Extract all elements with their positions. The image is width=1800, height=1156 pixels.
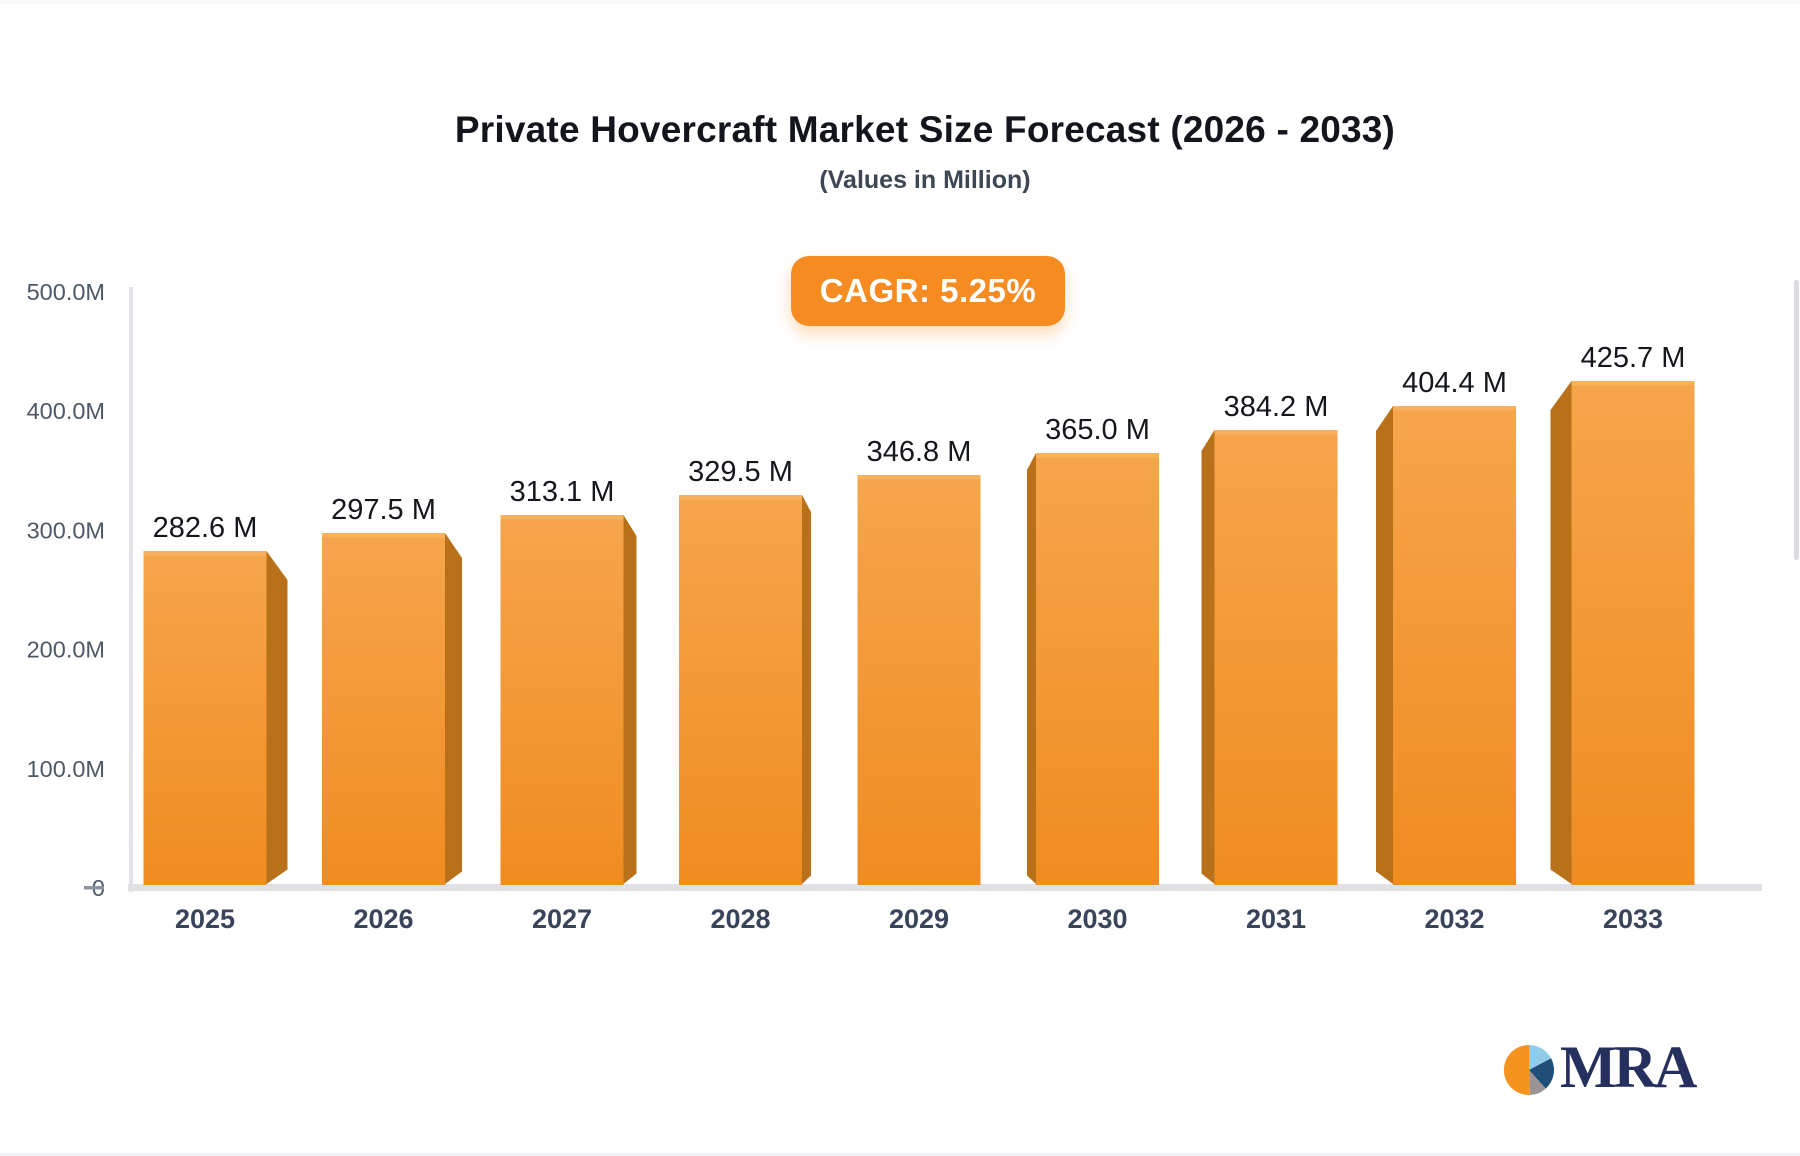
x-axis-tick-label: 2033 — [1603, 904, 1663, 934]
x-axis-tick-label: 2032 — [1424, 904, 1484, 934]
y-axis-line — [129, 287, 133, 892]
bar-front-face — [857, 475, 981, 885]
bar-2028: 329.5 M 2028 — [679, 456, 811, 934]
bar-top-highlight — [1571, 381, 1695, 386]
bar-2027: 313.1 M 2027 — [500, 476, 637, 934]
x-axis-tick-label: 2027 — [532, 904, 592, 934]
bar-2030: 365.0 M 2030 — [1027, 414, 1159, 934]
bar-side-face — [445, 533, 462, 884]
y-axis-tick-label: 100.0M — [27, 756, 105, 782]
bar-front-face — [322, 533, 445, 885]
bar-side-face — [1376, 406, 1393, 884]
bar-front-face — [1393, 406, 1516, 885]
bar-top-highlight — [679, 495, 802, 500]
company-logo: MRA — [1503, 1034, 1697, 1102]
bar-2033: 425.7 M 2033 — [1550, 342, 1695, 934]
bar-top-highlight — [143, 551, 267, 556]
y-axis-tick-label: 500.0M — [27, 279, 105, 305]
y-axis-zero-tick — [84, 886, 104, 890]
bar-value-label: 346.8 M — [867, 436, 972, 468]
bar-value-label: 282.6 M — [153, 512, 258, 544]
pie-wedge-orange — [1503, 1044, 1530, 1095]
bar-value-label: 365.0 M — [1045, 414, 1150, 446]
bar-top-highlight — [857, 475, 981, 480]
bar-top-highlight — [500, 515, 624, 520]
bar-front-face — [1214, 430, 1338, 885]
bar-value-label: 329.5 M — [688, 456, 793, 488]
bar-side-face — [1550, 381, 1572, 884]
bar-front-face — [143, 551, 267, 885]
bar-front-face — [1036, 453, 1159, 885]
bar-2032: 404.4 M 2032 — [1376, 367, 1516, 934]
x-axis-tick-label: 2030 — [1067, 904, 1127, 934]
cagr-badge: CAGR: 5.25% — [791, 256, 1065, 326]
bar-side-face — [1201, 430, 1215, 884]
bar-2026: 297.5 M 2026 — [322, 494, 462, 934]
bar-2029: 346.8 M 2029 — [857, 436, 981, 934]
bar-top-highlight — [1036, 453, 1159, 458]
x-axis-baseline — [128, 884, 1762, 891]
y-axis-tick-label: 400.0M — [27, 398, 105, 424]
bar-top-highlight — [1393, 406, 1516, 411]
bar-front-face — [500, 515, 624, 885]
pie-chart-icon — [1503, 1044, 1554, 1095]
x-axis-tick-label: 2025 — [175, 904, 235, 934]
y-axis-tick-label: 300.0M — [27, 517, 105, 543]
x-axis-tick-label: 2031 — [1246, 904, 1306, 934]
x-axis-tick-label: 2026 — [353, 904, 413, 934]
chart-subtitle: (Values in Million) — [819, 166, 1031, 194]
bar-top-highlight — [322, 533, 445, 538]
page-bottom-edge — [0, 1153, 1800, 1156]
bar-top-highlight — [1214, 430, 1338, 435]
bar-side-face — [623, 515, 637, 884]
pie-wedge-lightblue — [1529, 1045, 1552, 1070]
bar-front-face — [679, 495, 802, 885]
cagr-badge-label: CAGR: 5.25% — [819, 272, 1037, 309]
page-top-edge — [0, 0, 1800, 4]
bar-side-face — [802, 495, 811, 884]
bar-2025: 282.6 M 2025 — [143, 512, 288, 934]
pie-wedge-gray — [1529, 1070, 1546, 1095]
bar-value-label: 404.4 M — [1402, 367, 1507, 399]
y-axis-tick-label: 200.0M — [27, 637, 105, 663]
bar-value-label: 313.1 M — [510, 476, 615, 508]
chart-title: Private Hovercraft Market Size Forecast … — [454, 109, 1396, 150]
x-axis-tick-label: 2029 — [889, 904, 949, 934]
bar-value-label: 384.2 M — [1224, 391, 1329, 423]
scrollbar-thumb[interactable] — [1794, 280, 1799, 560]
bar-side-face — [266, 551, 288, 884]
bar-value-label: 425.7 M — [1581, 342, 1686, 374]
bar-side-face — [1027, 453, 1036, 884]
logo-text: MRA — [1560, 1034, 1697, 1100]
x-axis-tick-label: 2028 — [710, 904, 770, 934]
pie-wedge-navy — [1529, 1058, 1554, 1089]
bar-value-label: 297.5 M — [331, 494, 436, 526]
bar-2031: 384.2 M 2031 — [1201, 391, 1338, 934]
bar-front-face — [1571, 381, 1695, 885]
